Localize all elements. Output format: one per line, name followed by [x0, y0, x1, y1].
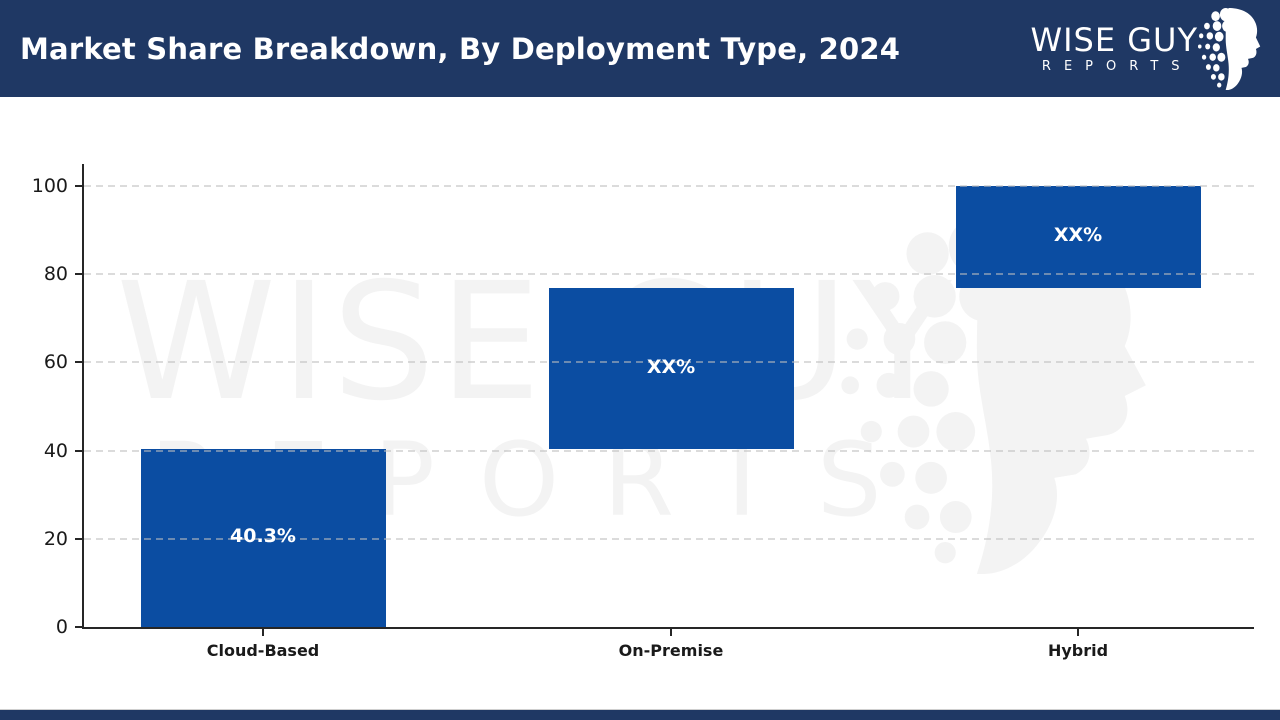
- y-tick-label: 20: [43, 527, 68, 550]
- bar-value-label: 40.3%: [230, 525, 296, 548]
- bar-hybrid: [955, 186, 1201, 288]
- y-tick-label: 60: [43, 351, 68, 374]
- bar-value-label: XX%: [646, 355, 696, 378]
- gridline-80: [84, 273, 1254, 276]
- footer-bar: [0, 709, 1280, 720]
- y-tick: [75, 626, 83, 628]
- y-axis-line: [82, 164, 84, 629]
- brand-subtext: REPORTS: [1041, 58, 1193, 74]
- x-category-label: On-Premise: [618, 641, 724, 660]
- y-tick: [75, 361, 83, 364]
- bar-on-premise: [548, 287, 794, 450]
- header-bar: Market Share Breakdown, By Deployment Ty…: [0, 0, 1280, 97]
- y-tick-label: 100: [31, 175, 68, 197]
- brand-logo: WISE GUY REPORTS: [1030, 6, 1266, 92]
- page-title: Market Share Breakdown, By Deployment Ty…: [20, 31, 901, 66]
- x-tick: [670, 628, 672, 636]
- brand-face-icon: [1197, 8, 1261, 90]
- y-tick: [75, 185, 83, 187]
- x-tick: [262, 628, 264, 636]
- y-tick-label: 80: [43, 263, 68, 286]
- x-tick: [1077, 628, 1079, 636]
- x-category-label: Cloud-Based: [206, 641, 320, 660]
- y-tick-label: 0: [55, 616, 68, 638]
- y-tick-label: 40: [43, 439, 68, 462]
- gridline-60: [84, 361, 1254, 364]
- y-tick: [75, 449, 83, 452]
- x-axis-line: [82, 627, 1254, 629]
- y-tick: [75, 537, 83, 540]
- gridline-40: [84, 449, 1254, 452]
- brand-logo-text: WISE GUY REPORTS: [1030, 24, 1198, 74]
- bar-value-label: XX%: [1053, 223, 1103, 246]
- x-category-label: Hybrid: [1047, 641, 1109, 660]
- gridline-20: [84, 537, 1254, 540]
- brand-wordmark: WISE GUY: [1030, 21, 1198, 60]
- gridline-100: [84, 185, 1254, 187]
- watermark-wordmark: WISE GUY: [116, 249, 956, 437]
- y-tick: [75, 273, 83, 276]
